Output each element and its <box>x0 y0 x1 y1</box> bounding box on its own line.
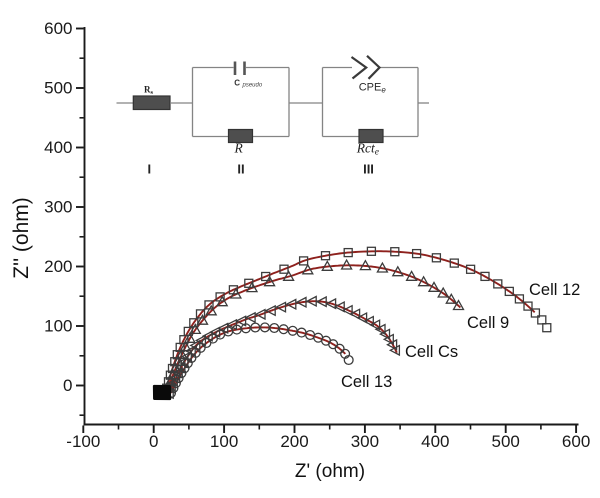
svg-text:0: 0 <box>63 376 72 395</box>
svg-text:600: 600 <box>562 432 590 451</box>
svg-text:R: R <box>234 141 244 156</box>
svg-text:Z'' (ohm): Z'' (ohm) <box>10 197 33 279</box>
svg-text:Rcte: Rcte <box>356 141 379 158</box>
svg-text:Z' (ohm): Z' (ohm) <box>295 461 365 482</box>
svg-text:Cell 9: Cell 9 <box>467 314 509 332</box>
svg-text:-100: -100 <box>66 432 100 451</box>
svg-text:C: C <box>234 79 240 88</box>
svg-text:100: 100 <box>210 432 238 451</box>
svg-text:CPEe: CPEe <box>359 82 387 95</box>
svg-text:400: 400 <box>44 138 72 157</box>
svg-text:Cell Cs: Cell Cs <box>405 343 458 361</box>
svg-text:500: 500 <box>492 432 520 451</box>
svg-text:500: 500 <box>44 79 72 98</box>
svg-text:200: 200 <box>280 432 308 451</box>
svg-text:Rs: Rs <box>144 85 154 97</box>
svg-text:pseudo: pseudo <box>242 83 263 89</box>
svg-text:300: 300 <box>44 198 72 217</box>
svg-text:Cell 13: Cell 13 <box>341 373 392 391</box>
svg-text:200: 200 <box>44 257 72 276</box>
svg-text:II: II <box>237 162 244 177</box>
svg-text:300: 300 <box>351 432 379 451</box>
svg-text:400: 400 <box>421 432 449 451</box>
svg-text:600: 600 <box>44 19 72 38</box>
svg-text:III: III <box>363 162 374 177</box>
svg-text:0: 0 <box>149 432 158 451</box>
svg-text:Cell 12: Cell 12 <box>529 281 580 299</box>
svg-text:100: 100 <box>44 317 72 336</box>
svg-text:I: I <box>147 162 151 177</box>
